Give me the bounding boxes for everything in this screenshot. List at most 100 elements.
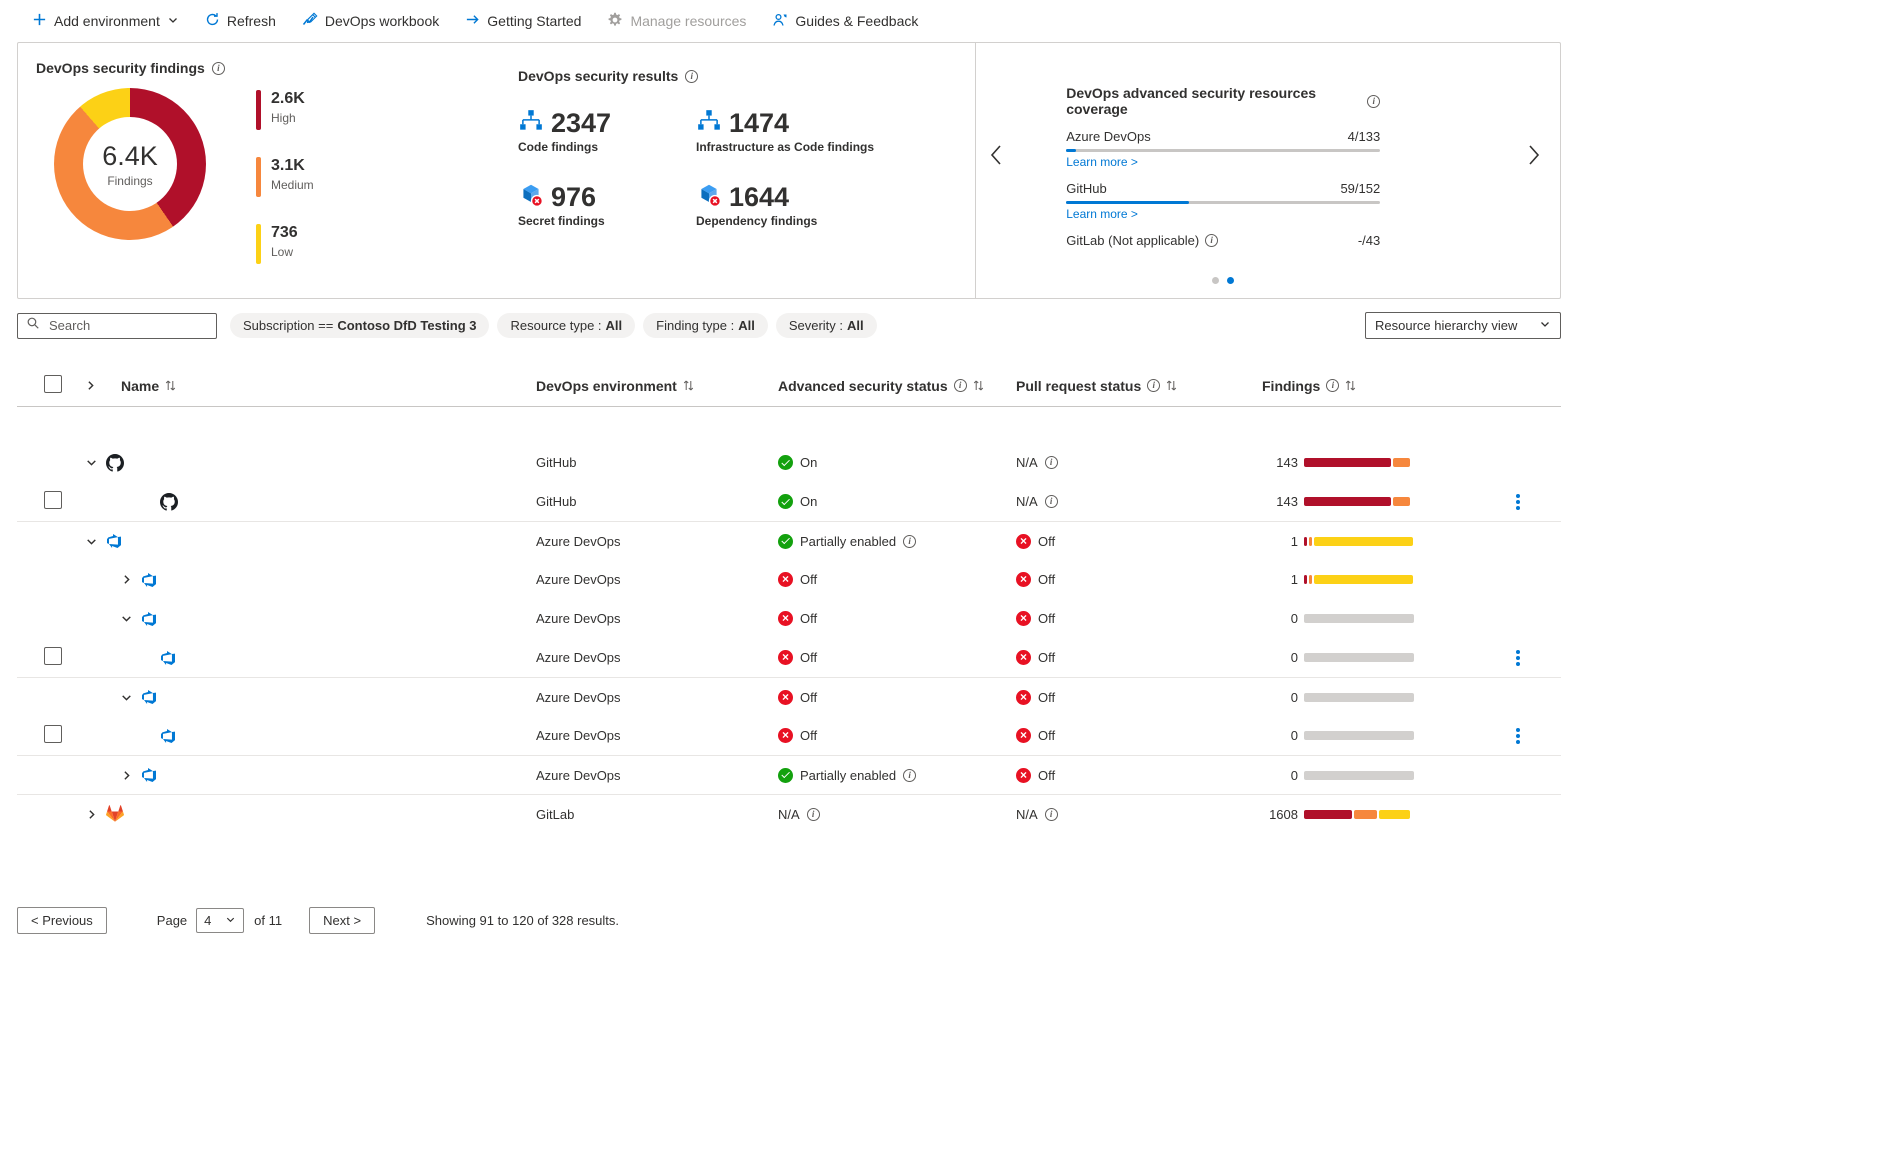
expand-chevron-icon[interactable] <box>84 456 98 470</box>
carousel-prev-button[interactable] <box>984 141 1008 169</box>
info-icon[interactable]: i <box>1205 234 1219 247</box>
more-menu-button[interactable] <box>1516 499 1520 504</box>
info-icon[interactable]: i <box>1326 379 1340 392</box>
view-dropdown[interactable]: Resource hierarchy view <box>1365 312 1561 339</box>
page-count: of 11 <box>254 913 283 928</box>
sort-icon[interactable] <box>165 379 176 392</box>
header-pull-request[interactable]: Pull request status <box>1016 377 1142 394</box>
expand-all-chevron-icon[interactable] <box>83 379 97 393</box>
table-row[interactable]: GitHub On N/A i 143 <box>17 482 1561 521</box>
findings-severity-bar <box>1304 770 1414 780</box>
coverage-progress-bar <box>1066 149 1076 152</box>
next-page-button[interactable]: Next > <box>309 907 376 934</box>
add-environment-button[interactable]: Add environment <box>19 12 192 30</box>
sort-icon[interactable] <box>973 379 984 392</box>
expand-chevron-icon[interactable] <box>119 690 133 704</box>
info-icon[interactable]: i <box>1044 456 1058 469</box>
advanced-security-status-label: Off <box>800 689 818 705</box>
expand-chevron-icon[interactable] <box>119 612 133 626</box>
expand-chevron-icon[interactable] <box>119 573 133 587</box>
expand-chevron-icon[interactable] <box>84 807 98 821</box>
provider-count: 59/152 <box>1340 181 1381 196</box>
previous-page-button[interactable]: < Previous <box>17 907 107 934</box>
security-results-card: DevOps security results i 2347 Code find… <box>490 43 975 298</box>
table-row[interactable]: Azure DevOps Off Off 0 <box>17 599 1561 638</box>
carousel-next-button[interactable] <box>1522 141 1546 169</box>
table-row[interactable]: Azure DevOps Partially enabled i Off 0 <box>17 755 1561 794</box>
dependency-findings-label: Dependency findings <box>696 214 818 228</box>
carousel-dot-1[interactable] <box>1212 277 1220 284</box>
advanced-security-status-label: Off <box>800 572 818 587</box>
dashboard-cards: DevOps security findings i 6.4K Findings… <box>17 42 1561 299</box>
feedback-icon <box>772 12 788 31</box>
filter-pill-resource-type[interactable]: Resource type : All <box>497 313 636 338</box>
filter-pill-subscription[interactable]: Subscription == Contoso DfD Testing 3 <box>230 313 490 338</box>
devops-workbook-label: DevOps workbook <box>324 13 440 29</box>
search-input[interactable] <box>47 317 208 334</box>
coverage-card-title: DevOps advanced security resources cover… <box>1066 85 1317 117</box>
devops-environment-cell: Azure DevOps <box>536 728 621 743</box>
select-all-checkbox[interactable] <box>44 375 62 393</box>
info-icon[interactable]: i <box>211 61 225 75</box>
getting-started-button[interactable]: Getting Started <box>452 12 594 30</box>
header-findings[interactable]: Findings <box>1262 377 1321 394</box>
code-findings-label: Code findings <box>518 140 598 154</box>
info-icon[interactable]: i <box>806 807 820 821</box>
row-checkbox[interactable] <box>44 647 62 665</box>
provider-icon <box>141 767 157 783</box>
low-label: Low <box>271 245 294 259</box>
expand-chevron-icon[interactable] <box>84 534 98 548</box>
guides-feedback-button[interactable]: Guides & Feedback <box>759 12 931 31</box>
info-icon[interactable]: i <box>953 379 967 392</box>
learn-more-link[interactable]: Learn more > <box>1066 207 1138 221</box>
table-row[interactable]: Azure DevOps Off Off 1 <box>17 560 1561 599</box>
pill-prefix: Finding type : <box>656 318 735 333</box>
findings-card-title: DevOps security findings <box>36 60 205 76</box>
info-icon[interactable]: i <box>1044 807 1058 821</box>
refresh-button[interactable]: Refresh <box>192 12 289 30</box>
view-dropdown-value: Resource hierarchy view <box>1375 318 1518 333</box>
more-menu-button[interactable] <box>1516 733 1520 738</box>
row-checkbox[interactable] <box>44 491 62 509</box>
pagination: < Previous Page 4 of 11 Next > Showing 9… <box>17 907 1561 934</box>
expand-chevron-icon[interactable] <box>119 768 133 782</box>
table-row[interactable]: Azure DevOps Partially enabled i Off 1 <box>17 521 1561 560</box>
filter-pill-finding-type[interactable]: Finding type : All <box>643 313 768 338</box>
provider-count: 4/133 <box>1347 129 1381 144</box>
advanced-security-status-icon <box>778 455 793 470</box>
info-icon[interactable]: i <box>685 69 699 83</box>
devops-workbook-button[interactable]: DevOps workbook <box>289 12 452 31</box>
table-row[interactable]: GitHub On N/A i 143 <box>17 443 1561 482</box>
row-checkbox[interactable] <box>44 725 62 743</box>
more-menu-button[interactable] <box>1516 655 1520 660</box>
learn-more-link[interactable]: Learn more > <box>1066 155 1138 169</box>
sort-icon[interactable] <box>683 379 694 392</box>
table-row[interactable]: Azure DevOps Off Off 0 <box>17 716 1561 755</box>
info-icon[interactable]: i <box>903 534 917 548</box>
header-advanced-security[interactable]: Advanced security status <box>778 377 948 394</box>
header-name[interactable]: Name <box>121 377 160 394</box>
info-icon[interactable]: i <box>1367 94 1381 108</box>
high-count: 2.6K <box>271 90 305 107</box>
filter-pill-severity[interactable]: Severity : All <box>775 313 877 338</box>
high-color-bar <box>256 90 261 130</box>
header-environment[interactable]: DevOps environment <box>536 377 677 394</box>
provider-count: -/43 <box>1357 233 1381 248</box>
advanced-security-status-icon <box>778 572 793 587</box>
page-select[interactable]: 4 <box>196 908 245 933</box>
manage-resources-button[interactable]: Manage resources <box>594 12 759 31</box>
info-icon[interactable]: i <box>1147 379 1161 392</box>
findings-count: 143 <box>1276 494 1298 509</box>
medium-count: 3.1K <box>271 157 305 174</box>
search-box[interactable] <box>17 312 217 339</box>
table-row[interactable]: GitLab N/A i N/A i 1608 <box>17 794 1561 833</box>
info-icon[interactable]: i <box>903 768 917 782</box>
sort-icon[interactable] <box>1345 379 1356 392</box>
table-row[interactable]: Azure DevOps Off Off 0 <box>17 638 1561 677</box>
pull-request-status-label: Off <box>1038 650 1056 665</box>
sort-icon[interactable] <box>1166 379 1177 392</box>
code-findings-stat: 2347 Code findings <box>518 108 696 154</box>
carousel-dot-2[interactable] <box>1227 277 1235 284</box>
info-icon[interactable]: i <box>1044 495 1058 508</box>
table-row[interactable]: Azure DevOps Off Off 0 <box>17 677 1561 716</box>
